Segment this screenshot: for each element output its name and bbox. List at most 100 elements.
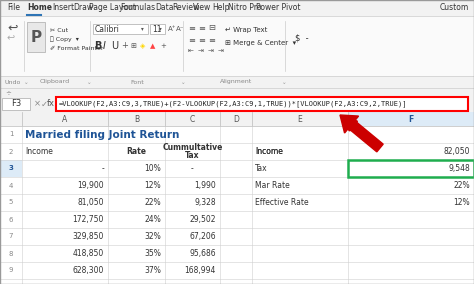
Text: Help: Help xyxy=(212,3,229,12)
Text: Power Pivot: Power Pivot xyxy=(256,3,301,12)
Text: ≡: ≡ xyxy=(198,36,205,45)
Text: View: View xyxy=(193,3,211,12)
Text: ↵ Wrap Text: ↵ Wrap Text xyxy=(225,27,267,33)
Text: +: + xyxy=(160,43,166,49)
Text: 22%: 22% xyxy=(453,181,470,190)
Text: P: P xyxy=(30,30,42,45)
Bar xyxy=(0,0,474,16)
Text: I: I xyxy=(103,41,106,51)
Text: 12%: 12% xyxy=(145,181,161,190)
Text: 3: 3 xyxy=(9,166,13,172)
Text: 32%: 32% xyxy=(144,232,161,241)
Text: 67,206: 67,206 xyxy=(190,232,216,241)
Text: 29,502: 29,502 xyxy=(190,215,216,224)
Text: ◈: ◈ xyxy=(140,43,146,49)
Text: Custom: Custom xyxy=(440,3,469,12)
Text: -: - xyxy=(191,164,194,173)
Bar xyxy=(0,96,474,112)
Text: 11: 11 xyxy=(152,24,162,34)
Text: 19,900: 19,900 xyxy=(77,181,104,190)
Text: -: - xyxy=(101,164,104,173)
Text: Review: Review xyxy=(172,3,199,12)
Text: Nitro Pro: Nitro Pro xyxy=(228,3,262,12)
Text: 9,548: 9,548 xyxy=(448,164,470,173)
Text: Home: Home xyxy=(27,3,52,12)
Text: +: + xyxy=(121,41,128,51)
Text: B: B xyxy=(134,114,139,124)
Bar xyxy=(348,112,474,126)
Text: 418,850: 418,850 xyxy=(73,249,104,258)
Text: ≡: ≡ xyxy=(198,24,205,32)
Text: ⇥: ⇥ xyxy=(218,49,224,55)
Text: Rate: Rate xyxy=(127,147,146,156)
Text: Tax: Tax xyxy=(255,164,268,173)
Bar xyxy=(93,24,148,34)
Text: ⌄: ⌄ xyxy=(181,80,186,85)
Text: ≡: ≡ xyxy=(188,36,195,45)
Text: ▾: ▾ xyxy=(159,26,162,32)
Text: 9: 9 xyxy=(9,268,13,273)
Text: A: A xyxy=(63,114,68,124)
Text: 82,050: 82,050 xyxy=(444,147,470,156)
Text: ≡: ≡ xyxy=(188,24,195,32)
Text: Effective Rate: Effective Rate xyxy=(255,198,309,207)
Text: ✓: ✓ xyxy=(41,99,48,108)
Text: ⎘ Copy  ▾: ⎘ Copy ▾ xyxy=(50,36,79,42)
Text: ×: × xyxy=(34,99,41,108)
Text: 8: 8 xyxy=(9,250,13,256)
Text: 10%: 10% xyxy=(144,164,161,173)
Text: 24%: 24% xyxy=(144,215,161,224)
Text: ⊟: ⊟ xyxy=(208,24,215,32)
Text: ✐ Format Painter: ✐ Format Painter xyxy=(50,45,103,51)
Text: E: E xyxy=(298,114,302,124)
Text: Insert: Insert xyxy=(52,3,74,12)
Text: 1,990: 1,990 xyxy=(194,181,216,190)
Text: Clipboard: Clipboard xyxy=(40,80,70,85)
Text: 6: 6 xyxy=(9,216,13,222)
Text: ⌄: ⌄ xyxy=(87,80,91,85)
Text: 95,686: 95,686 xyxy=(190,249,216,258)
Text: Font: Font xyxy=(130,80,144,85)
Text: 7: 7 xyxy=(9,233,13,239)
Bar xyxy=(0,112,474,284)
Text: =VLOOKUP(F2,A3:C9,3,TRUE)+(F2-VLOOKUP(F2,A3:C9,1,TRUE))*[VLOOKUP(F2,A3:C9,2,TRUE: =VLOOKUP(F2,A3:C9,3,TRUE)+(F2-VLOOKUP(F2… xyxy=(59,101,408,107)
Bar xyxy=(56,97,468,111)
Text: ⊞: ⊞ xyxy=(130,43,136,49)
Text: 37%: 37% xyxy=(144,266,161,275)
Text: A⁻: A⁻ xyxy=(176,26,184,32)
Text: ⇥: ⇥ xyxy=(208,49,214,55)
Text: ⇥: ⇥ xyxy=(198,49,204,55)
FancyArrow shape xyxy=(340,115,383,152)
Text: 1: 1 xyxy=(9,131,13,137)
Text: $  -: $ - xyxy=(295,34,309,43)
Text: Income: Income xyxy=(255,147,283,156)
Bar xyxy=(0,16,474,76)
Bar xyxy=(150,24,165,34)
Text: 5: 5 xyxy=(9,199,13,206)
Text: 22%: 22% xyxy=(145,198,161,207)
Bar xyxy=(27,22,45,52)
Text: Data: Data xyxy=(155,3,173,12)
Text: Draw: Draw xyxy=(73,3,93,12)
Text: ≡: ≡ xyxy=(208,36,215,45)
Text: B: B xyxy=(94,41,101,51)
Bar xyxy=(0,160,22,177)
Text: A⁺: A⁺ xyxy=(168,26,176,32)
Bar xyxy=(348,160,474,177)
Text: 2: 2 xyxy=(9,149,13,154)
Text: ✂ Cut: ✂ Cut xyxy=(50,28,68,32)
Text: ↩: ↩ xyxy=(7,33,15,43)
Text: U: U xyxy=(111,41,118,51)
Text: 9,328: 9,328 xyxy=(194,198,216,207)
Text: ▲: ▲ xyxy=(150,43,155,49)
Text: 81,050: 81,050 xyxy=(78,198,104,207)
Text: ÷: ÷ xyxy=(5,89,11,95)
Text: Alignment: Alignment xyxy=(220,80,252,85)
Bar xyxy=(0,112,474,126)
Text: ↩: ↩ xyxy=(7,22,18,34)
Text: 4: 4 xyxy=(9,183,13,189)
Text: fx: fx xyxy=(47,99,55,108)
Text: Married filing Joint Return: Married filing Joint Return xyxy=(25,130,179,139)
Text: 35%: 35% xyxy=(144,249,161,258)
Text: 9,548: 9,548 xyxy=(448,164,470,173)
